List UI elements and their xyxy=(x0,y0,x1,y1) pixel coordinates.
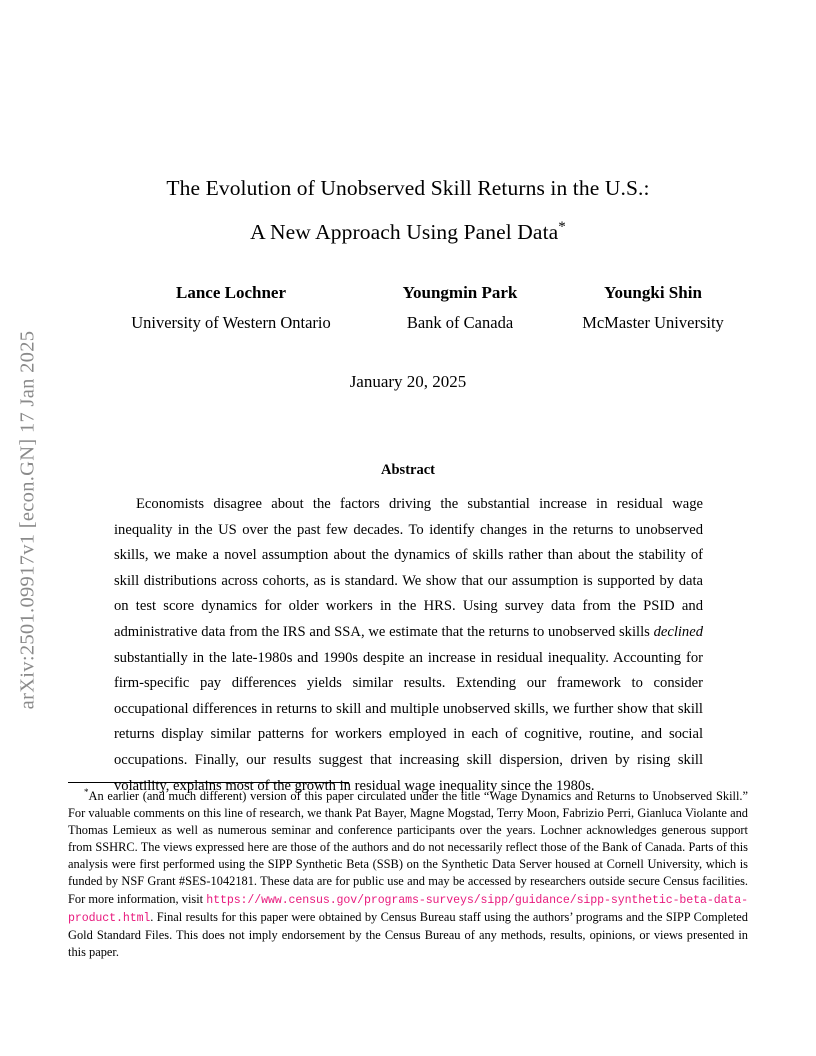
arxiv-stamp: arXiv:2501.09917v1 [econ.GN] 17 Jan 2025 xyxy=(0,0,56,1056)
publication-date: January 20, 2025 xyxy=(349,372,467,391)
author-affiliation: Bank of Canada xyxy=(406,313,514,332)
abstract-heading: Abstract xyxy=(381,462,435,478)
author-affiliation: McMaster University xyxy=(582,313,724,332)
author-column-2: Youngmin Park Bank of Canada xyxy=(362,278,558,337)
title-line-2-text: A New Approach Using Panel Data xyxy=(250,220,559,244)
title-line-1: The Evolution of Unobserved Skill Return… xyxy=(166,176,650,200)
abstract-text-part-2: substantially in the late-1980s and 1990… xyxy=(114,649,703,794)
author-name: Youngki Shin xyxy=(604,283,702,302)
abstract-emphasis: declined xyxy=(653,623,703,640)
footnote-text-part-2: . Final results for this paper were obta… xyxy=(68,909,748,959)
authors-block: Lance Lochner University of Western Onta… xyxy=(100,278,748,337)
title-footnote-marker: * xyxy=(558,218,566,235)
author-column-3: Youngki Shin McMaster University xyxy=(558,278,748,337)
author-name: Youngmin Park xyxy=(402,283,518,302)
author-column-1: Lance Lochner University of Western Onta… xyxy=(100,278,362,337)
paper-page: The Evolution of Unobserved Skill Return… xyxy=(68,0,748,1056)
census-url-link[interactable]: https://www.census.gov/programs-surveys/… xyxy=(68,893,748,925)
title-line-2: A New Approach Using Panel Data* xyxy=(68,210,748,254)
author-name: Lance Lochner xyxy=(175,283,287,302)
abstract-body: Economists disagree about the factors dr… xyxy=(114,492,703,799)
arxiv-stamp-text: arXiv:2501.09917v1 [econ.GN] 17 Jan 2025 xyxy=(16,330,39,710)
page-title: The Evolution of Unobserved Skill Return… xyxy=(68,166,748,254)
author-affiliation: University of Western Ontario xyxy=(131,313,331,332)
footnote-divider xyxy=(68,782,349,783)
abstract-text-part-1: Economists disagree about the factors dr… xyxy=(114,496,703,640)
footnote-marker: * xyxy=(84,786,89,797)
footnote-body: *An earlier (and much different) version… xyxy=(68,786,748,961)
footnote-text-part-1: An earlier (and much different) version … xyxy=(68,789,748,906)
